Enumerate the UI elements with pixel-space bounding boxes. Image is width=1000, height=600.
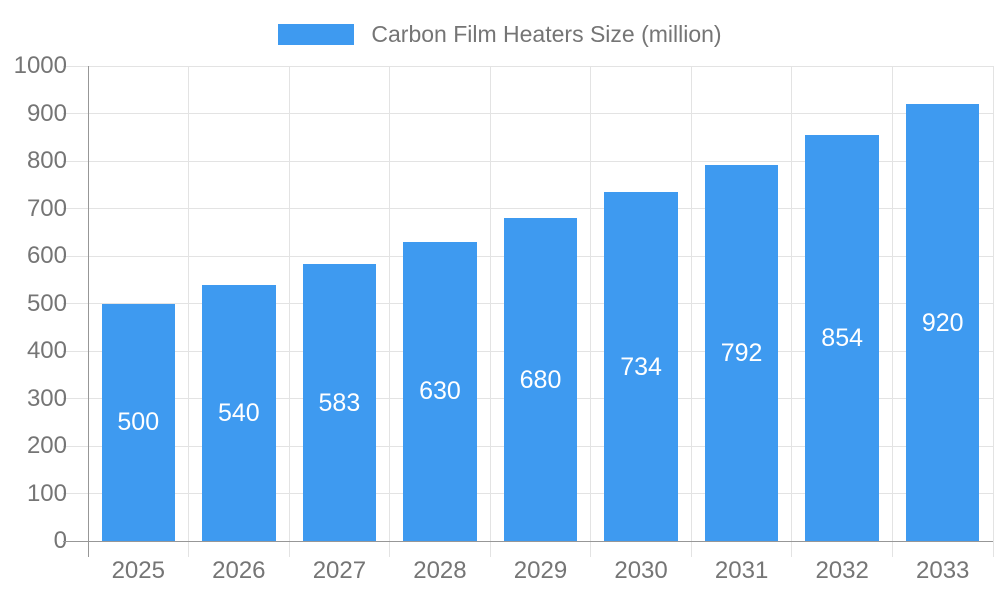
x-gridline (690, 66, 692, 541)
x-axis-label: 2028 (413, 557, 467, 584)
x-axis-label: 2032 (815, 557, 869, 584)
y-axis-label: 100 (26, 479, 67, 507)
y-axis-label: 700 (26, 194, 67, 222)
y-axis-label: 900 (26, 99, 67, 127)
x-gridline (791, 66, 793, 541)
legend[interactable]: Carbon Film Heaters Size (million) (0, 21, 1000, 48)
legend-swatch (278, 24, 355, 45)
x-axis-tick (791, 541, 793, 557)
y-axis-label: 300 (26, 384, 67, 412)
x-gridline (992, 66, 994, 541)
bar-2032[interactable] (805, 135, 879, 541)
x-gridline (489, 66, 491, 541)
x-axis-tick (188, 541, 190, 557)
x-gridline (389, 66, 391, 541)
x-axis-tick (489, 541, 491, 557)
bar-2030[interactable] (604, 192, 678, 541)
x-gridline (288, 66, 290, 541)
x-axis-label: 2027 (312, 557, 367, 584)
y-axis-label: 200 (26, 432, 67, 459)
x-axis-tick (389, 541, 391, 557)
y-axis-label: 400 (26, 337, 67, 364)
x-gridline (188, 66, 190, 541)
y-axis-line (87, 66, 89, 557)
y-gridline (88, 113, 993, 114)
bar-2033[interactable] (905, 104, 980, 541)
x-axis-label: 2030 (614, 557, 668, 584)
y-axis-label: 1000 (13, 52, 67, 79)
x-axis-label: 2031 (714, 557, 769, 584)
x-axis-label: 2025 (111, 557, 165, 584)
y-gridline (88, 65, 993, 67)
y-axis-label: 800 (26, 147, 67, 174)
bar-2025[interactable] (101, 303, 176, 541)
x-gridline (891, 66, 893, 541)
y-axis-label: 0 (53, 527, 67, 554)
bar-2029[interactable] (503, 218, 578, 541)
x-axis-label: 2033 (916, 557, 970, 584)
x-axis-label: 2029 (513, 557, 568, 584)
bar-2026[interactable] (202, 284, 276, 541)
x-axis-tick (590, 541, 592, 557)
x-axis-tick (288, 541, 290, 557)
x-gridline (590, 66, 592, 541)
x-axis-tick (891, 541, 893, 557)
bar-2031[interactable] (704, 164, 779, 541)
legend-label: Carbon Film Heaters Size (million) (371, 21, 722, 47)
x-axis-line (63, 540, 993, 542)
x-axis-tick (690, 541, 692, 557)
y-axis-label: 500 (26, 289, 67, 317)
bar-2028[interactable] (403, 241, 477, 541)
x-axis-label: 2026 (212, 557, 266, 584)
x-axis-tick (992, 541, 994, 557)
bar-2027[interactable] (302, 264, 377, 541)
y-axis-label: 600 (26, 242, 67, 269)
